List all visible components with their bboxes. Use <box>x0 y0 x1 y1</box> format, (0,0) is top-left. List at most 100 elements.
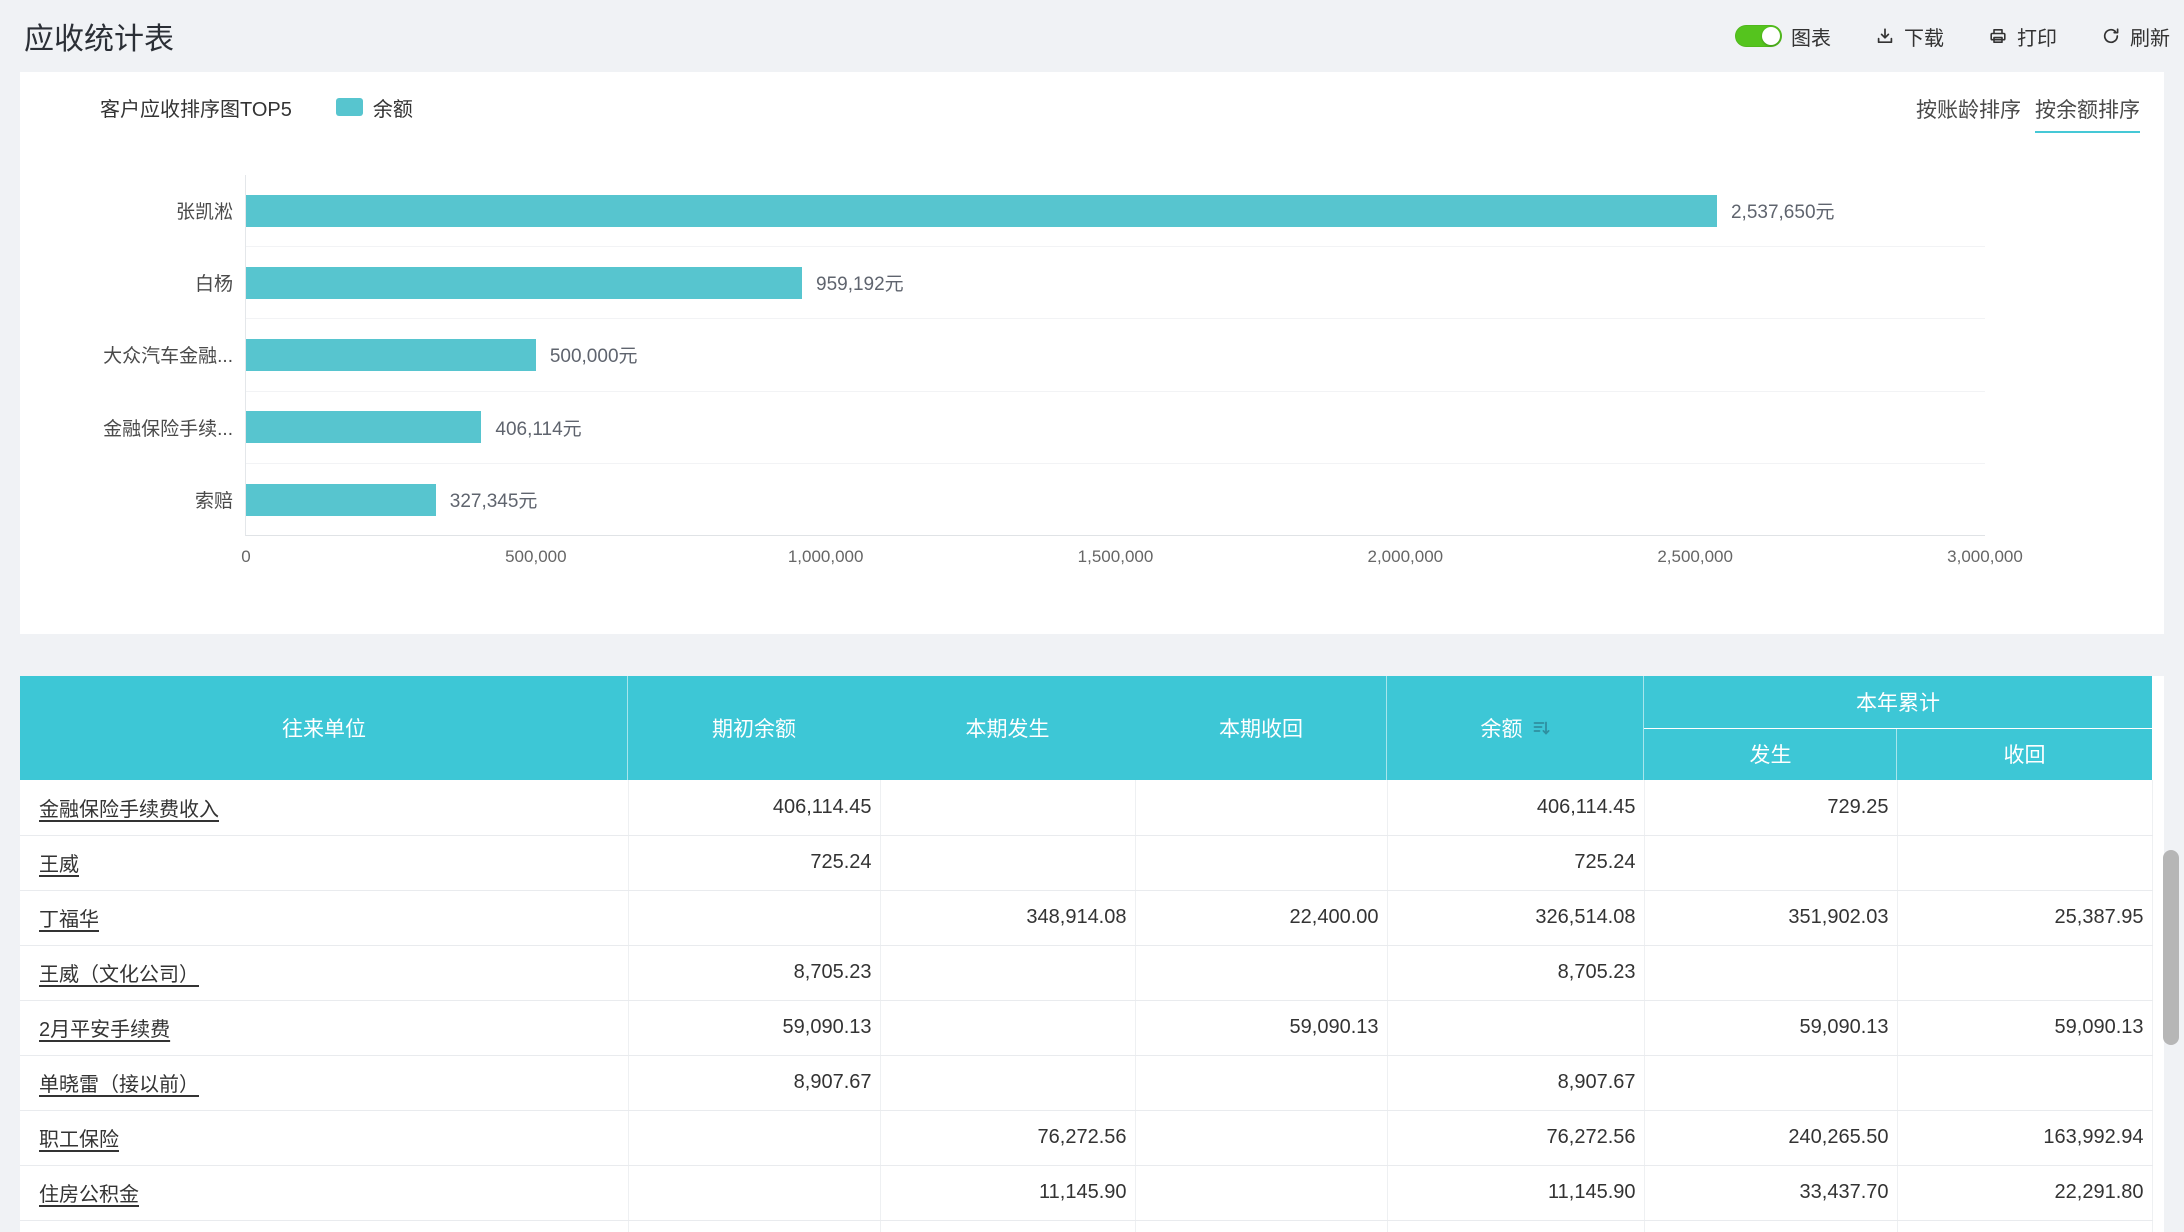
receivables-table-panel: 往来单位 期初余额 本期发生 本期收回 余额 本年累计 发生 <box>20 676 2164 1232</box>
cell-current-incurred: 76,272.56 <box>880 1110 1136 1166</box>
table-row: 单晓雷（接以前） 8,907.67 8,907.67 <box>20 1055 2153 1111</box>
unit-link[interactable]: 单晓雷（接以前） <box>39 1074 199 1096</box>
table-row: 王威（文化公司） 8,705.23 8,705.23 <box>20 945 2153 1001</box>
download-label: 下载 <box>1904 27 1944 50</box>
cell-opening-balance: 59,090.13 <box>628 1000 881 1056</box>
balance-bar <box>246 266 802 299</box>
category-label: 大众汽车金融... <box>103 346 233 368</box>
unit-link[interactable]: 丁福华 <box>39 909 99 931</box>
legend-label: 余额 <box>372 98 413 121</box>
col-header-unit: 往来单位 <box>20 676 628 780</box>
x-axis-tick: 1,000,000 <box>787 547 864 566</box>
col-header-balance[interactable]: 余额 <box>1387 676 1644 780</box>
cell-opening-balance <box>628 890 881 946</box>
chart-category-row: 白杨 959,192元 <box>195 247 1985 320</box>
cell-current-incurred <box>880 945 1136 1001</box>
cell-current-incurred <box>880 1000 1136 1056</box>
category-label: 白杨 <box>194 274 233 296</box>
cell-ytd-received: 25,387.95 <box>1897 890 2153 946</box>
unit-link[interactable]: 王威 <box>39 854 79 876</box>
col-header-current-received: 本期收回 <box>1135 676 1387 780</box>
refresh-label: 刷新 <box>2130 27 2170 50</box>
cell-balance: 725.24 <box>1387 835 1645 891</box>
table-body: 金融保险手续费收入 406,114.45 406,114.45 729.25 王威 725… <box>20 780 2153 1232</box>
x-axis-tick: 1,500,000 <box>1077 547 1154 566</box>
col-header-ytd-received: 收回 <box>1897 728 2152 780</box>
vertical-scrollbar-thumb[interactable] <box>2163 850 2179 1045</box>
bar-value-label: 959,192元 <box>816 274 904 296</box>
cell-ytd-received: 22,291.80 <box>1897 1165 2153 1221</box>
legend-swatch <box>335 98 363 116</box>
bar-chart: 张凯淞 2,537,650元白杨 959,192元大众汽车金融... 500,000元… <box>103 175 2023 566</box>
chart-toggle-label: 图表 <box>1791 27 1831 50</box>
chart-category-row: 张凯淞 2,537,650元 <box>176 175 1985 248</box>
cell-ytd-received <box>1897 835 2153 891</box>
cell-unit: 2月平安手续费 <box>20 1000 629 1056</box>
cell-current-received <box>1135 835 1388 891</box>
empty-cell <box>1897 1220 2153 1232</box>
cell-unit: 职工保险 <box>20 1110 629 1166</box>
empty-cell <box>628 1220 881 1232</box>
bar-chart-rows: 张凯淞 2,537,650元白杨 959,192元大众汽车金融... 500,000元… <box>103 175 1985 536</box>
unit-link[interactable]: 职工保险 <box>39 1129 119 1151</box>
page-title: 应收统计表 <box>24 23 174 56</box>
cell-ytd-incurred <box>1644 945 1898 1001</box>
cell-balance: 76,272.56 <box>1387 1110 1645 1166</box>
cell-opening-balance: 8,907.67 <box>628 1055 881 1111</box>
cell-unit: 丁福华 <box>20 890 629 946</box>
unit-link[interactable]: 王威（文化公司） <box>39 964 199 986</box>
tab-sort-by-balance[interactable]: 按余额排序 <box>2035 94 2140 133</box>
chart-toggle-switch[interactable] <box>1735 25 1782 47</box>
bar-value-label: 500,000元 <box>549 346 638 368</box>
x-axis-tick: 2,500,000 <box>1657 547 1733 566</box>
cell-current-incurred <box>880 835 1136 891</box>
cell-current-incurred <box>880 780 1136 836</box>
sort-descending-icon[interactable] <box>1531 718 1551 738</box>
cell-opening-balance <box>628 1165 881 1221</box>
chart-category-row: 大众汽车金融... 500,000元 <box>103 319 1985 392</box>
tab-sort-by-aging[interactable]: 按账龄排序 <box>1916 99 2021 122</box>
cell-balance: 11,145.90 <box>1387 1165 1645 1221</box>
x-axis-tick: 0 <box>241 547 251 566</box>
empty-cell <box>880 1220 1136 1232</box>
legend-item[interactable]: 余额 <box>335 93 413 122</box>
cell-current-received <box>1135 945 1388 1001</box>
refresh-button[interactable]: 刷新 <box>2101 22 2170 51</box>
download-button[interactable]: 下载 <box>1875 22 1944 51</box>
print-button[interactable]: 打印 <box>1988 22 2057 51</box>
empty-cell <box>1644 1220 1898 1232</box>
cell-unit: 王威（文化公司） <box>20 945 629 1001</box>
x-axis-tick: 500,000 <box>505 547 567 566</box>
table-row: 住房公积金 11,145.90 11,145.90 33,437.70 22,291.8… <box>20 1165 2153 1221</box>
refresh-icon <box>2103 28 2119 44</box>
balance-bar <box>246 483 436 516</box>
cell-ytd-received <box>1897 1055 2153 1111</box>
cell-opening-balance: 8,705.23 <box>628 945 881 1001</box>
table-row-partial <box>20 1220 2153 1232</box>
cell-balance: 326,514.08 <box>1387 890 1645 946</box>
cell-opening-balance <box>628 1110 881 1166</box>
cell-current-incurred: 11,145.90 <box>880 1165 1136 1221</box>
cell-current-received: 59,090.13 <box>1135 1000 1388 1056</box>
cell-ytd-incurred: 33,437.70 <box>1644 1165 1898 1221</box>
unit-link[interactable]: 金融保险手续费收入 <box>39 798 219 821</box>
table-row: 丁福华 348,914.08 22,400.00 326,514.08 351,902.… <box>20 890 2153 946</box>
cell-ytd-incurred: 59,090.13 <box>1644 1000 1898 1056</box>
cell-unit: 单晓雷（接以前） <box>20 1055 629 1111</box>
unit-link[interactable]: 住房公积金 <box>39 1184 139 1206</box>
printer-icon <box>1990 29 2006 44</box>
chart-panel: 客户应收排序图TOP5 余额 按账龄排序 按余额排序 张凯淞 2,537,650元… <box>20 72 2164 634</box>
col-header-opening-balance: 期初余额 <box>628 676 880 780</box>
cell-balance: 406,114.45 <box>1387 780 1645 836</box>
sort-tabs: 按账龄排序 按余额排序 <box>1916 94 2140 133</box>
unit-link[interactable]: 2月平安手续费 <box>39 1019 171 1041</box>
toggle-knob <box>1762 27 1780 45</box>
print-label: 打印 <box>2017 27 2057 50</box>
cell-current-received <box>1135 1110 1388 1166</box>
cell-ytd-received <box>1897 780 2153 836</box>
cell-opening-balance: 725.24 <box>628 835 881 891</box>
receivables-table: 往来单位 期初余额 本期发生 本期收回 余额 本年累计 发生 <box>20 676 2153 1232</box>
cell-opening-balance: 406,114.45 <box>628 780 881 836</box>
table-row: 2月平安手续费 59,090.13 59,090.13 59,090.13 59,090… <box>20 1000 2153 1056</box>
empty-cell <box>1135 1220 1388 1232</box>
